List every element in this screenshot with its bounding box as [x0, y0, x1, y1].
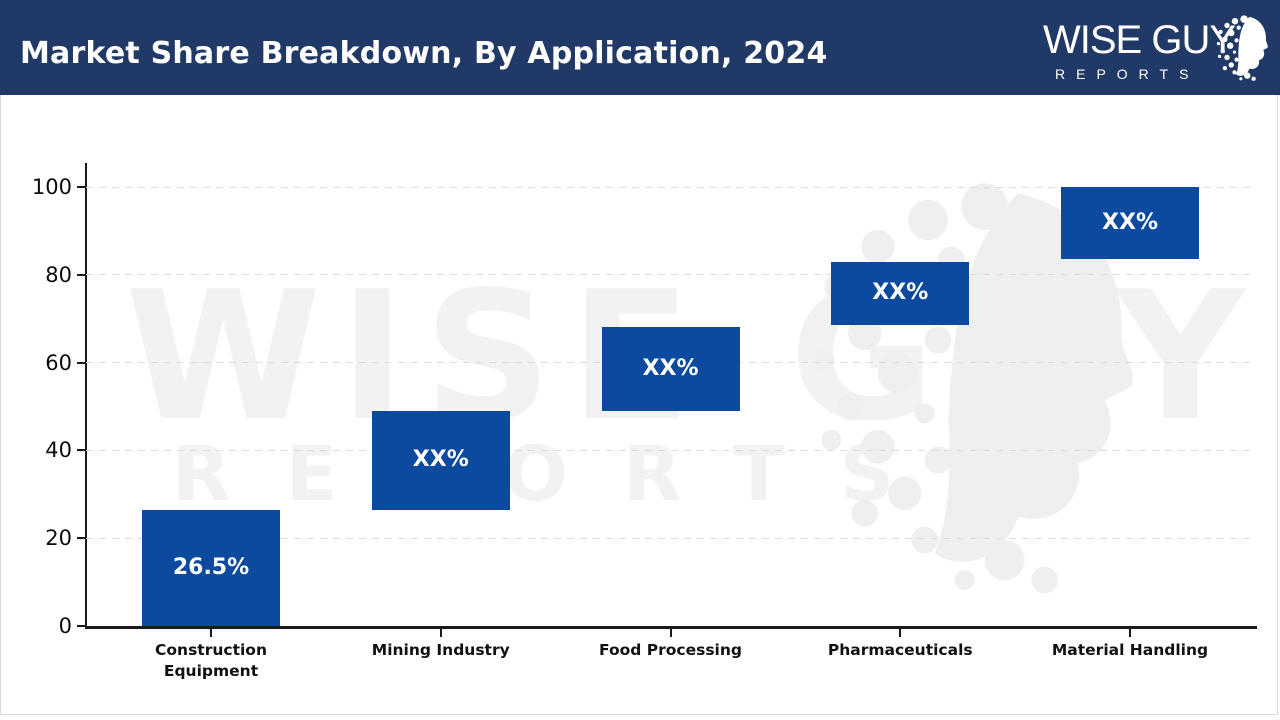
y-axis-line	[85, 163, 87, 629]
y-tick-40	[77, 449, 85, 452]
header: Market Share Breakdown, By Application, …	[0, 0, 1280, 95]
category-label-mining-industry: Mining Industry	[371, 641, 510, 659]
bar-label-food-processing: XX%	[642, 356, 699, 382]
brand-name: WISE GUY	[1043, 18, 1236, 62]
brand-subtitle: REPORTS	[1055, 66, 1200, 82]
gridline-40	[86, 449, 1256, 451]
y-tick-20	[77, 537, 85, 540]
y-tick-label-80: 80	[45, 262, 72, 287]
x-tick-mining-industry	[439, 629, 442, 637]
bar-label-mining-industry: XX%	[412, 447, 469, 473]
y-tick-label-100: 100	[31, 175, 72, 199]
brand-head-icon	[1211, 12, 1275, 88]
bar-label-construction-equipment: 26.5%	[172, 554, 250, 580]
category-label-pharmaceuticals: Pharmaceuticals	[827, 641, 973, 659]
bar-label-material-handling: XX%	[1102, 210, 1158, 236]
y-tick-80	[77, 273, 85, 276]
y-tick-label-60: 60	[45, 350, 72, 375]
category-label-construction-equipment: Construction Equipment	[155, 641, 267, 680]
x-axis-line	[85, 626, 1257, 629]
gridline-20	[86, 537, 1256, 539]
y-tick-100	[77, 186, 85, 188]
category-label-food-processing: Food Processing	[599, 641, 742, 659]
y-tick-label-40: 40	[45, 438, 72, 463]
gridline-100	[86, 186, 1256, 188]
bar-material-handling	[1061, 187, 1199, 260]
x-tick-pharmaceuticals	[899, 629, 902, 637]
gridline-80	[86, 274, 1256, 276]
y-tick-label-0: 0	[58, 614, 72, 638]
y-tick-0	[77, 625, 85, 627]
x-tick-food-processing	[669, 629, 672, 637]
bar-food-processing	[601, 327, 740, 411]
bar-construction-equipment	[142, 509, 280, 626]
y-tick-60	[77, 361, 85, 364]
brand-logo: WISE GUY REPORTS	[1043, 6, 1275, 90]
x-tick-construction-equipment	[210, 629, 212, 637]
bar-pharmaceuticals	[831, 261, 970, 326]
category-label-material-handling: Material Handling	[1051, 641, 1209, 659]
chart-title: Market Share Breakdown, By Application, …	[20, 36, 828, 71]
bar-label-pharmaceuticals: XX%	[872, 280, 929, 306]
x-tick-material-handling	[1129, 629, 1131, 637]
bar-mining-industry	[371, 410, 510, 510]
y-tick-label-20: 20	[45, 526, 72, 551]
